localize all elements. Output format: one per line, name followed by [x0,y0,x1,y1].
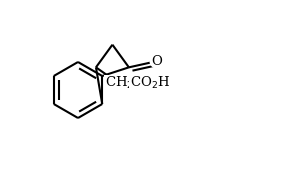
Text: CH$_2$: CH$_2$ [105,75,133,92]
Text: O: O [151,55,162,68]
Text: CO$_2$H: CO$_2$H [129,75,170,92]
